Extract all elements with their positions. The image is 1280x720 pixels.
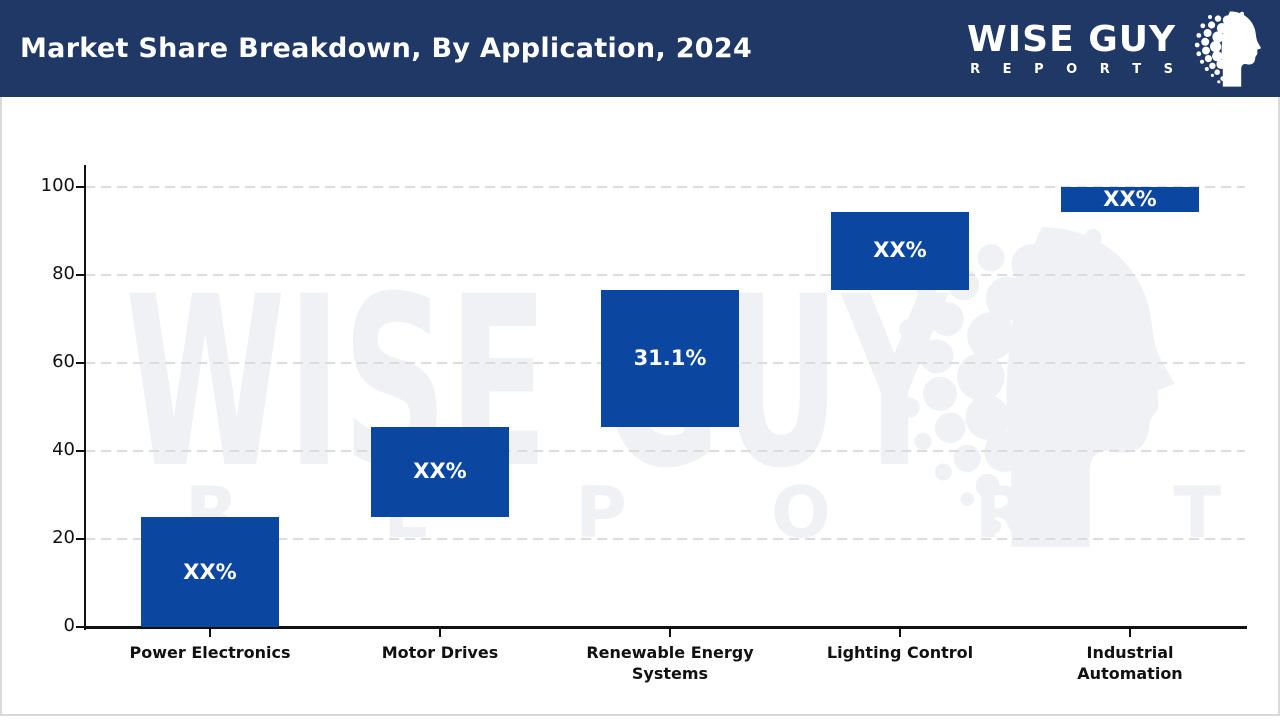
bar-4: XX%	[831, 211, 969, 290]
watermark-line1: WISE GUY	[125, 247, 949, 520]
x-tick-mark	[899, 629, 901, 637]
y-tick-mark	[76, 538, 85, 540]
page-title: Market Share Breakdown, By Application, …	[20, 33, 753, 64]
y-tick-label: 20	[52, 527, 75, 548]
y-tick-mark	[76, 626, 85, 628]
brand-logo: WISE GUY R E P O R T S	[961, 9, 1266, 89]
bar-2: XX%	[371, 426, 509, 517]
gridline-40	[85, 450, 1245, 452]
category-label: Renewable Energy Systems	[586, 643, 754, 683]
bottom-border	[0, 714, 1280, 716]
y-tick-mark	[76, 186, 85, 188]
category-label: Lighting Control	[826, 643, 974, 662]
y-tick-label: 0	[63, 615, 75, 636]
category-label: Power Electronics	[129, 643, 291, 662]
gridline-100	[85, 186, 1245, 188]
bar-value-label: 31.1%	[633, 345, 707, 370]
y-tick-mark	[76, 450, 85, 452]
bar-value-label: XX%	[413, 459, 467, 484]
category-label: Motor Drives	[381, 643, 499, 662]
bar-1: XX%	[141, 517, 279, 627]
bar-value-label: XX%	[1103, 186, 1157, 211]
category-label: Industrial Automation	[1077, 643, 1183, 683]
header-bar: Market Share Breakdown, By Application, …	[0, 0, 1280, 97]
x-axis-line	[84, 626, 1247, 629]
panel-left-border	[0, 97, 2, 716]
y-tick-label: 40	[52, 439, 75, 460]
x-tick-mark	[669, 629, 671, 637]
watermark-line2: R E P O R T S	[185, 472, 1280, 554]
logo-line1: WISE GUY	[967, 18, 1177, 60]
watermark: WISE GUY R E P O R T S	[0, 97, 1280, 720]
logo-wordmark: WISE GUY R E P O R T S	[961, 18, 1182, 77]
panel-right-border	[1278, 97, 1280, 716]
bar-value-label: XX%	[873, 238, 927, 263]
bar-5: XX%	[1061, 187, 1199, 212]
y-tick-label: 60	[52, 351, 75, 372]
bar-3: 31.1%	[601, 289, 739, 427]
x-tick-mark	[209, 629, 211, 637]
gridline-20	[85, 538, 1245, 540]
y-tick-label: 80	[52, 263, 75, 284]
y-tick-label: 100	[40, 175, 75, 196]
gridline-80	[85, 274, 1245, 276]
x-tick-mark	[1129, 629, 1131, 637]
y-tick-mark	[76, 274, 85, 276]
logo-line2: R E P O R T S	[970, 61, 1182, 77]
bar-value-label: XX%	[183, 559, 237, 584]
y-axis-line	[84, 165, 86, 630]
x-tick-mark	[439, 629, 441, 637]
y-tick-mark	[76, 362, 85, 364]
